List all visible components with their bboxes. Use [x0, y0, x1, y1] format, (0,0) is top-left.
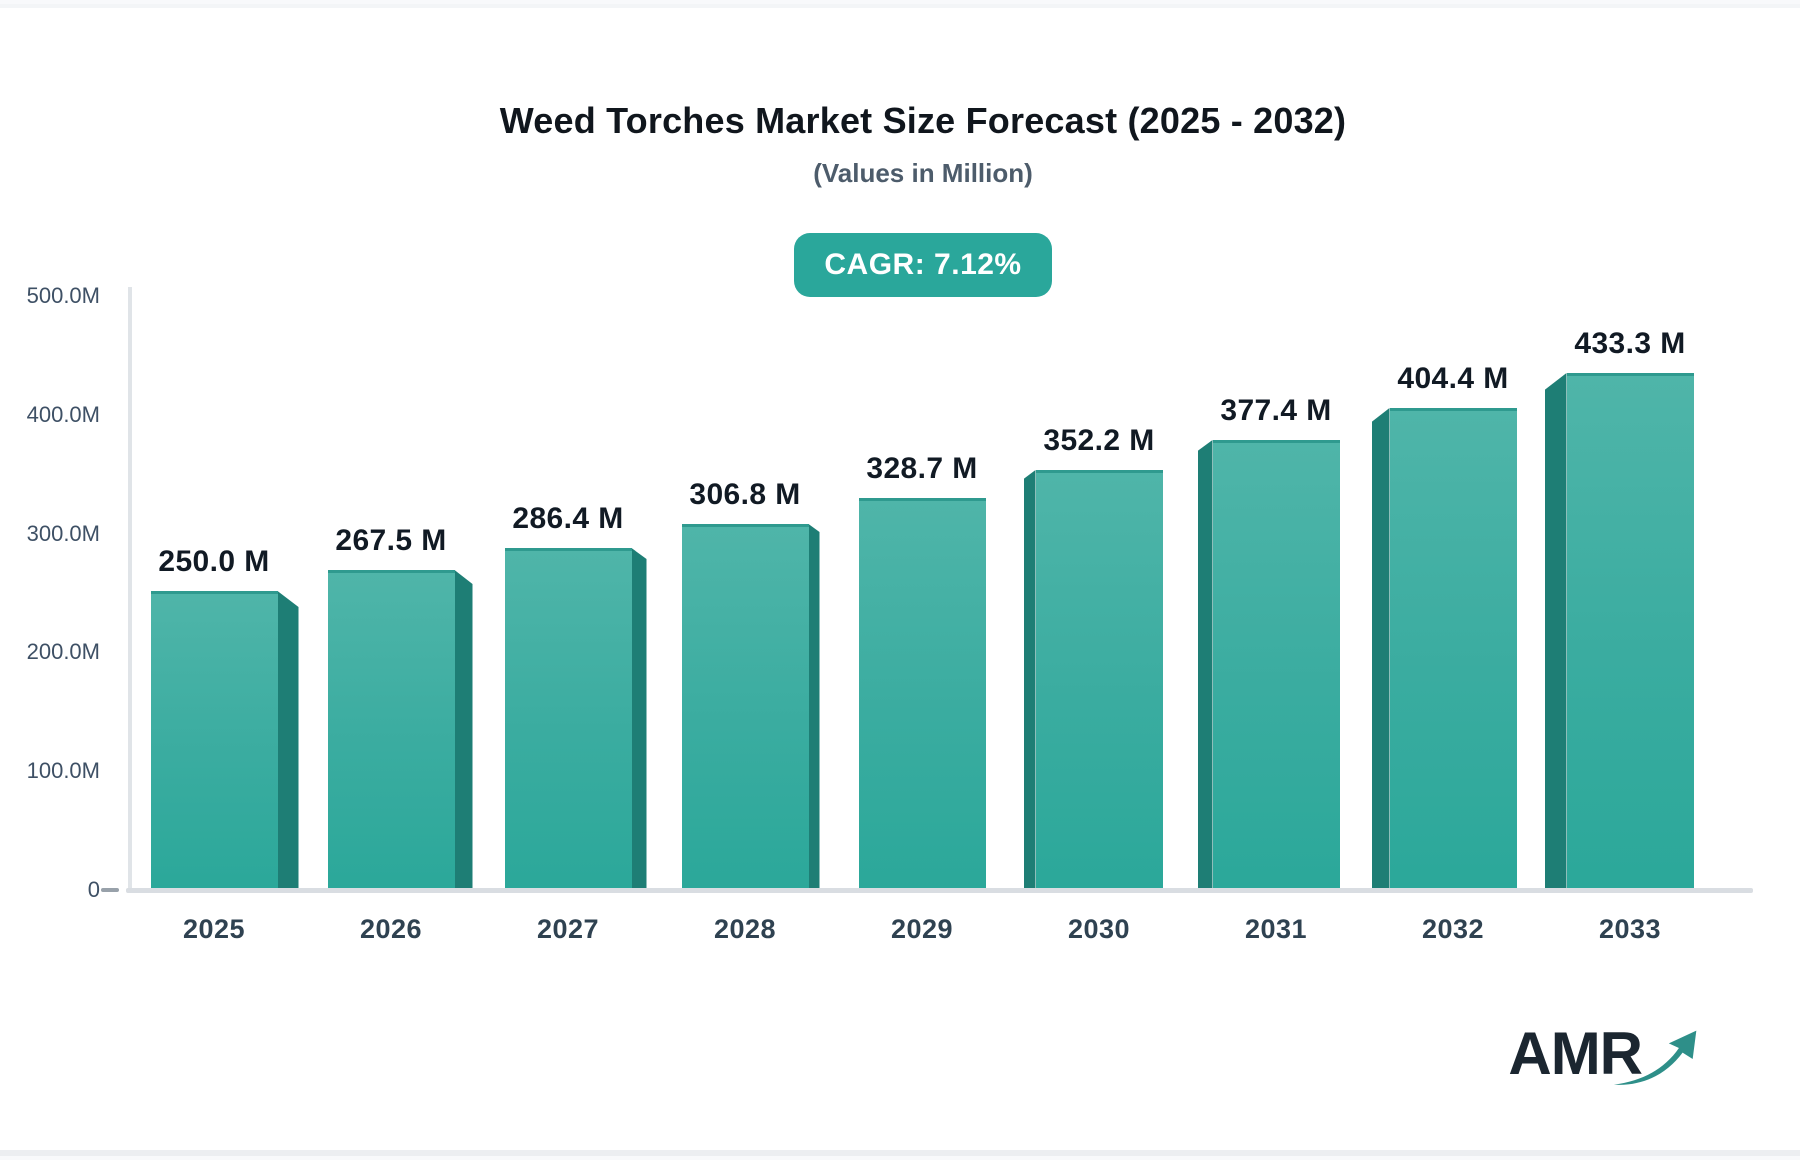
bar-2030 — [1036, 470, 1163, 888]
y-axis-tick-label: 200.0M — [0, 639, 100, 665]
zero-tick-dash — [101, 888, 119, 892]
y-axis-tick-label: 400.0M — [0, 402, 100, 428]
y-axis-tick-label: 0 — [0, 877, 100, 903]
growth-arrow-icon — [1610, 1026, 1702, 1092]
bar-value-label: 404.4 M — [1333, 362, 1573, 396]
bar-3d-side — [455, 570, 473, 888]
bar-3d-side — [1024, 470, 1036, 888]
bar-3d-side — [278, 591, 299, 888]
bar-2032 — [1390, 408, 1517, 888]
top-edge-strip — [0, 4, 1800, 8]
bar-3d-side — [1372, 408, 1390, 888]
bar-2026 — [328, 570, 455, 888]
y-axis-tick-label: 100.0M — [0, 758, 100, 784]
bar-2027 — [505, 548, 632, 888]
bar-2025 — [151, 591, 278, 888]
bar-3d-side — [632, 548, 647, 888]
bar-3d-side — [1198, 440, 1213, 888]
bar-value-label: 433.3 M — [1510, 327, 1750, 361]
amr-logo: AMR — [1508, 1024, 1702, 1092]
y-axis-line — [128, 287, 132, 890]
bar-3d-side — [1545, 373, 1567, 888]
bar-2028 — [682, 524, 809, 888]
chart-card: Weed Torches Market Size Forecast (2025 … — [0, 4, 1800, 1150]
bar-2033 — [1567, 373, 1694, 888]
bar-value-label: 377.4 M — [1156, 394, 1396, 428]
x-axis-baseline — [126, 888, 1753, 893]
bar-3d-side — [809, 524, 820, 888]
y-axis-tick-label: 500.0M — [0, 283, 100, 309]
bar-value-label: 352.2 M — [979, 424, 1219, 458]
y-axis-tick-label: 300.0M — [0, 521, 100, 547]
bar-2029 — [859, 498, 986, 888]
x-axis-label-2033: 2033 — [1520, 914, 1740, 945]
bottom-edge-strip — [0, 1150, 1800, 1156]
bar-2031 — [1213, 440, 1340, 888]
